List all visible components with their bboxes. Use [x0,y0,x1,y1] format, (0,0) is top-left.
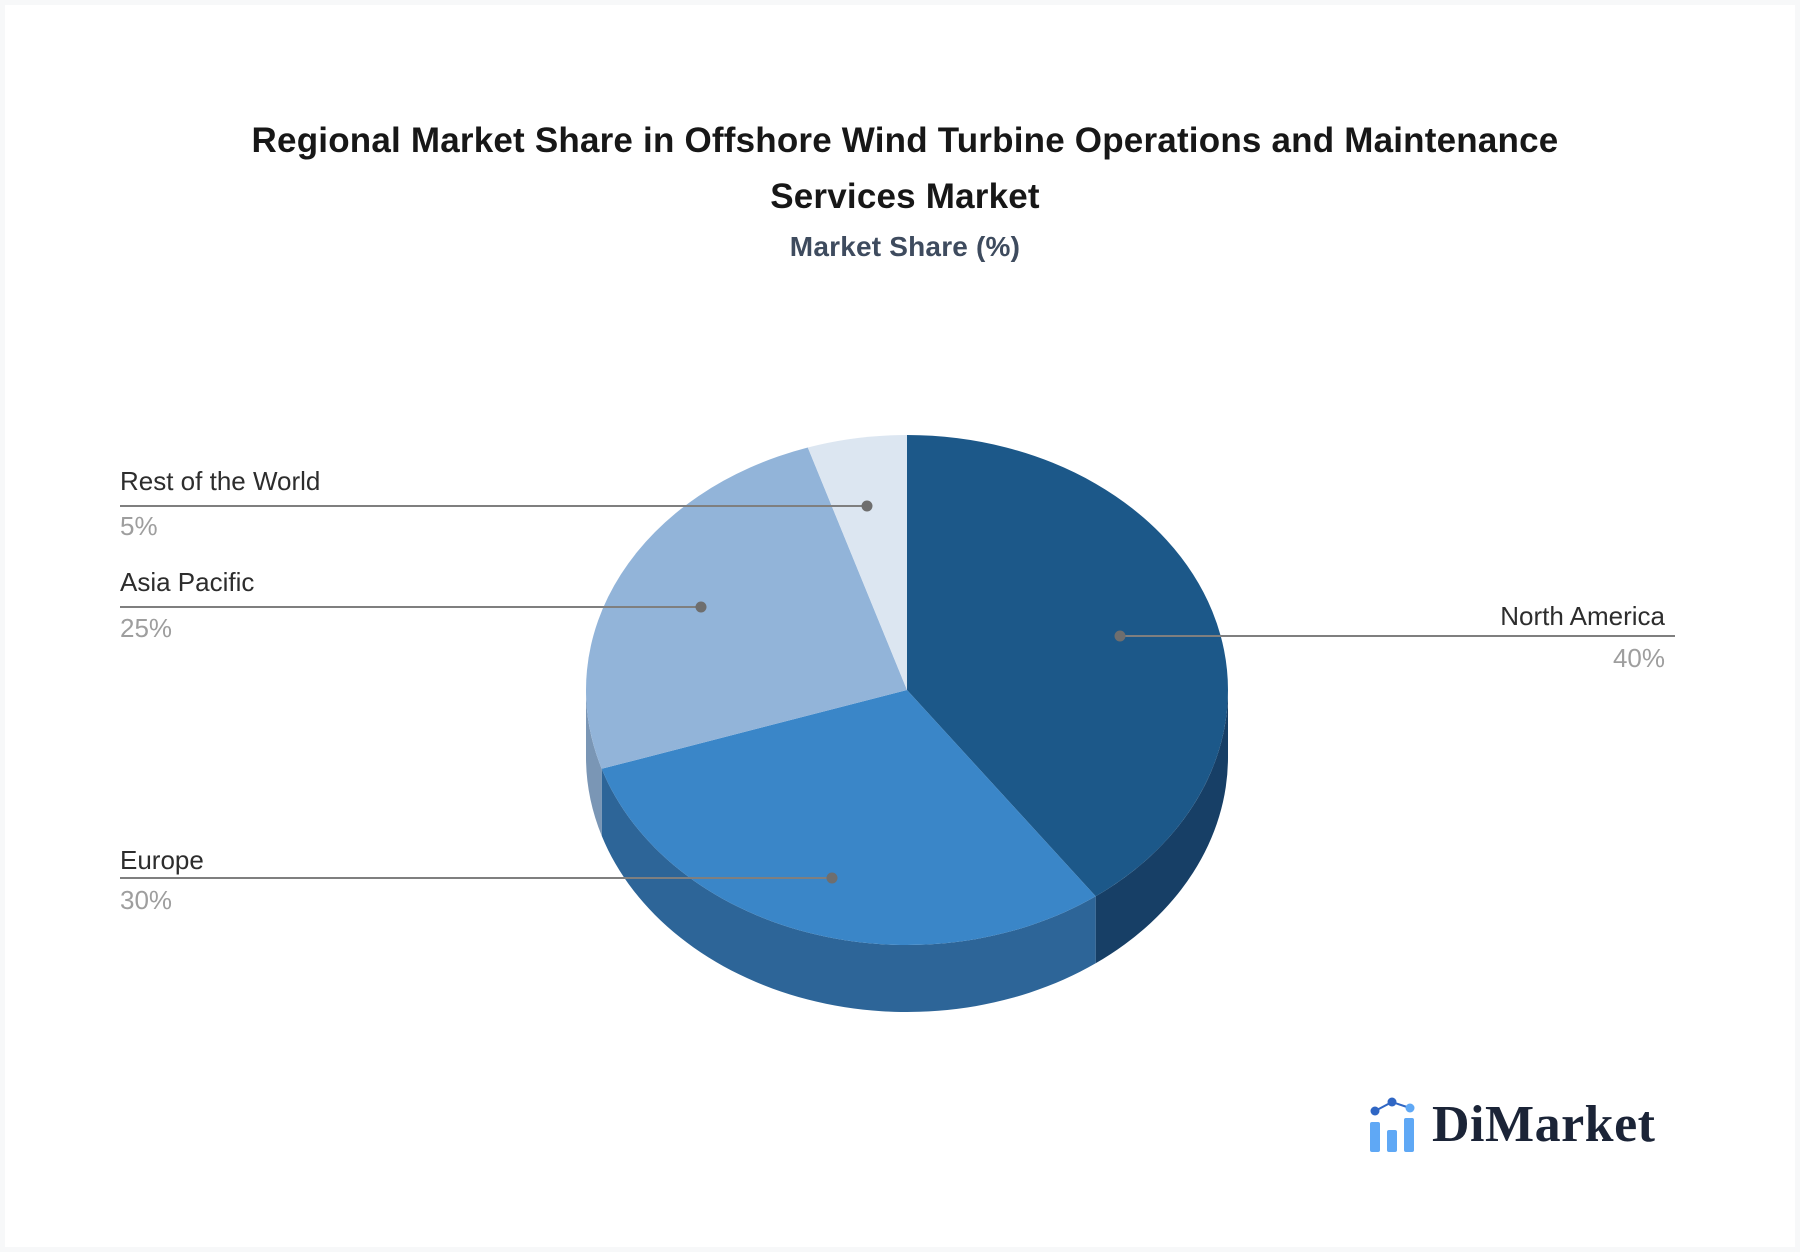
leader-dot [826,872,838,884]
chart-title-line2: Services Market [770,177,1040,216]
chart-subtitle: Market Share (%) [789,231,1021,262]
pie-slice-side [586,690,602,836]
callout-value-europe: 30% [120,885,173,915]
pie-slice-asia-pacific [586,447,907,769]
callout-label-north-america: North America [1500,601,1665,631]
bar-line-chart-icon [1370,1097,1415,1152]
chart-title-line1: Regional Market Share in Offshore Wind T… [251,121,1559,160]
leader-dot [1114,630,1126,642]
leader-dot [695,601,707,613]
callout-label-europe: Europe [120,845,204,875]
pie-slice-europe [601,690,1096,945]
pie-slice-north-america [907,435,1228,897]
callout-label-rest-of-the-world: Rest of the World [120,466,321,496]
callout-value-north-america: 40% [1612,643,1665,673]
pie-slice-side [601,768,1096,1012]
callout-value-asia-pacific: 25% [120,613,173,643]
pie-chart [120,435,1675,1012]
callout-value-rest-of-the-world: 5% [120,511,158,541]
dimarket-logo: DiMarket [1367,1095,1655,1154]
leader-dot [861,500,873,512]
pie-slice-side [1095,690,1228,964]
chart-header: Regional Market Share in Offshore Wind T… [5,113,1795,263]
dimarket-logo-text: DiMarket [1432,1096,1656,1153]
pie-slice-rest-of-the-world [807,435,907,690]
callout-label-asia-pacific: Asia Pacific [120,567,255,597]
